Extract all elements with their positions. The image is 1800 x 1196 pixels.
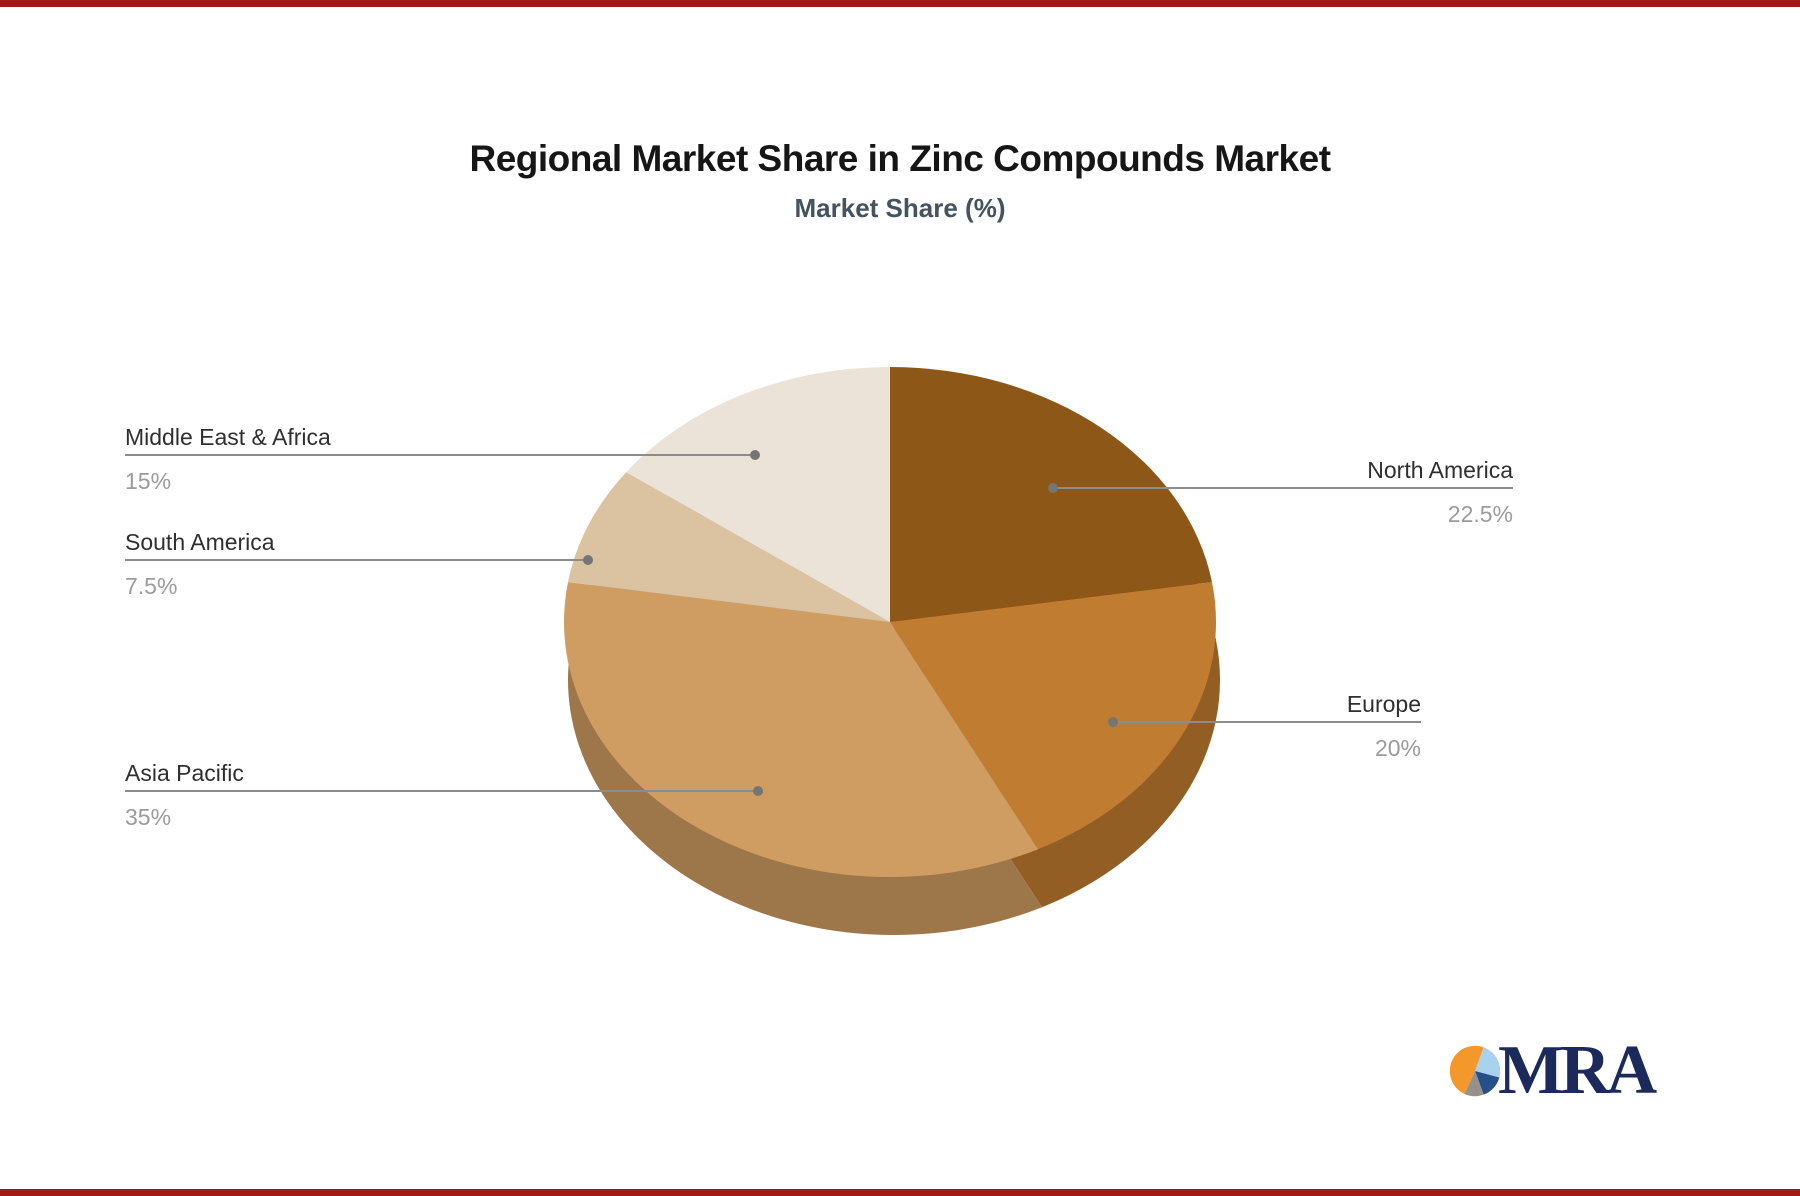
logo-pie-wedge-gray [1464, 1071, 1484, 1097]
pie-slice-south-america[interactable] [568, 472, 890, 622]
callout-value-europe: 20% [1374, 735, 1421, 761]
leader-dot-south-america [583, 555, 593, 565]
pie-slice-middle-east-africa[interactable] [626, 367, 890, 622]
callout-label-middle-east-africa: Middle East & Africa [125, 424, 331, 450]
chart-title: Regional Market Share in Zinc Compounds … [469, 138, 1331, 179]
logo-pie-wedge-orange [1449, 1045, 1484, 1094]
callout-value-asia-pacific: 35% [125, 804, 172, 830]
bottom-accent-bar [0, 1189, 1800, 1196]
logo-pie-wedge-lightblue [1475, 1047, 1501, 1078]
pie-slice-asia-pacific[interactable] [564, 582, 1039, 877]
leader-dot-middle-east-africa [750, 450, 760, 460]
logo-pie-icon [1449, 1045, 1501, 1097]
callout-label-north-america: North America [1367, 457, 1513, 483]
leader-dot-north-america [1048, 483, 1058, 493]
callout-label-asia-pacific: Asia Pacific [125, 760, 244, 786]
mra-logo[interactable]: MRA [1448, 1032, 1657, 1109]
pie-slice-europe[interactable] [890, 582, 1216, 850]
callout-value-middle-east-africa: 15% [125, 468, 172, 494]
callout-value-north-america: 22.5% [1447, 501, 1513, 527]
top-accent-bar [0, 0, 1800, 7]
pie-slice-north-america[interactable] [890, 367, 1212, 622]
callout-label-south-america: South America [125, 529, 275, 555]
logo-pie-wedge-navy [1475, 1071, 1500, 1095]
chart-subtitle: Market Share (%) [794, 193, 1006, 223]
leader-dot-asia-pacific [753, 786, 763, 796]
leader-dot-europe [1108, 717, 1118, 727]
logo-text: MRA [1498, 1032, 1657, 1109]
callout-label-europe: Europe [1346, 691, 1421, 717]
callout-value-south-america: 7.5% [125, 573, 178, 599]
